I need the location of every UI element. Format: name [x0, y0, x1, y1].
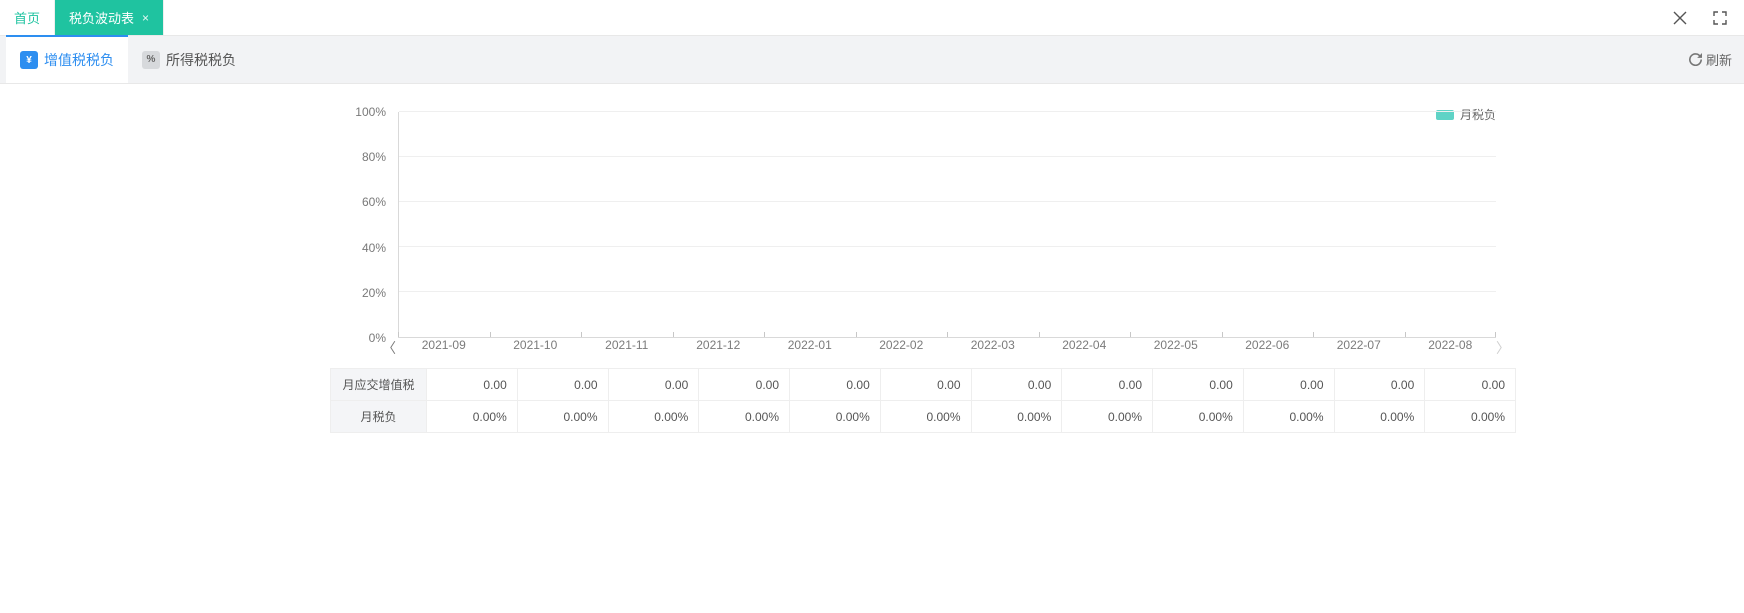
x-tick-label: 2021-09 — [398, 338, 490, 362]
table-cell: 0.00% — [1334, 401, 1425, 433]
x-tick-label: 2021-12 — [673, 338, 765, 362]
page-tabstrip: 首页 税负波动表 × — [0, 0, 1744, 36]
x-tick-label: 2022-06 — [1222, 338, 1314, 362]
table-cell: 0.00 — [1425, 369, 1516, 401]
tab-tax-fluctuation-label: 税负波动表 — [69, 8, 134, 27]
x-tick-label: 2021-11 — [581, 338, 673, 362]
x-tick-label: 2022-07 — [1313, 338, 1405, 362]
table-cell: 0.00% — [790, 401, 881, 433]
data-table: 月应交增值税0.000.000.000.000.000.000.000.000.… — [330, 368, 1516, 433]
income-tax-icon: % — [142, 51, 160, 69]
y-tick-label: 80% — [362, 150, 386, 164]
table-cell: 0.00 — [427, 369, 518, 401]
subtab-bar: ¥ 增值税税负 % 所得税税负 刷新 — [0, 36, 1744, 84]
x-tick-label: 2022-03 — [947, 338, 1039, 362]
chart-next-arrow[interactable]: 〉 — [1492, 336, 1514, 360]
tab-tax-fluctuation[interactable]: 税负波动表 × — [55, 0, 164, 35]
table-row: 月应交增值税0.000.000.000.000.000.000.000.000.… — [331, 369, 1516, 401]
chart-y-axis: 0%20%40%60%80%100% — [330, 112, 392, 338]
table-cell: 0.00 — [1334, 369, 1425, 401]
fullscreen-icon[interactable] — [1706, 4, 1734, 32]
table-cell: 0.00% — [517, 401, 608, 433]
close-icon[interactable]: × — [142, 11, 149, 25]
chart-prev-arrow[interactable]: 〈 — [378, 336, 400, 360]
table-cell: 0.00% — [1243, 401, 1334, 433]
row-header: 月税负 — [331, 401, 427, 433]
refresh-button[interactable]: 刷新 — [1689, 36, 1732, 83]
subtab-vat-label: 增值税税负 — [44, 50, 114, 70]
refresh-icon — [1689, 53, 1702, 66]
chart-plot: 0%20%40%60%80%100% 2021-092021-102021-11… — [330, 102, 1516, 362]
y-tick-label: 100% — [355, 105, 386, 119]
table-cell: 0.00% — [971, 401, 1062, 433]
x-tick-label: 2022-02 — [856, 338, 948, 362]
table-cell: 0.00 — [1153, 369, 1244, 401]
chart-panel: 月税负 0%20%40%60%80%100% 2021-092021-10202… — [0, 84, 1744, 433]
gridline — [399, 156, 1496, 157]
gridline — [399, 246, 1496, 247]
tab-home-label: 首页 — [14, 8, 40, 27]
table-cell: 0.00% — [880, 401, 971, 433]
table-cell: 0.00 — [517, 369, 608, 401]
table-cell: 0.00 — [608, 369, 699, 401]
tab-home[interactable]: 首页 — [0, 0, 55, 35]
gridline — [399, 111, 1496, 112]
table-cell: 0.00% — [1425, 401, 1516, 433]
x-tick-label: 2022-05 — [1130, 338, 1222, 362]
gridline — [399, 201, 1496, 202]
table-cell: 0.00% — [699, 401, 790, 433]
table-cell: 0.00% — [608, 401, 699, 433]
subbar-spacer — [250, 36, 1689, 83]
subtab-vat[interactable]: ¥ 增值税税负 — [6, 35, 128, 83]
table-cell: 0.00 — [971, 369, 1062, 401]
tabstrip-right — [1666, 0, 1744, 35]
x-tick-label: 2021-10 — [490, 338, 582, 362]
y-tick-label: 20% — [362, 286, 386, 300]
x-tick-label: 2022-01 — [764, 338, 856, 362]
gridline — [399, 291, 1496, 292]
table-cell: 0.00 — [1062, 369, 1153, 401]
y-tick-label: 60% — [362, 195, 386, 209]
vat-icon: ¥ — [20, 51, 38, 69]
x-tick-label: 2022-08 — [1405, 338, 1497, 362]
tabstrip-spacer — [164, 0, 1666, 35]
table-cell: 0.00% — [427, 401, 518, 433]
table-cell: 0.00 — [699, 369, 790, 401]
table-cell: 0.00 — [1243, 369, 1334, 401]
y-tick-label: 40% — [362, 241, 386, 255]
close-panel-icon[interactable] — [1666, 4, 1694, 32]
refresh-label: 刷新 — [1706, 50, 1732, 69]
table-cell: 0.00% — [1062, 401, 1153, 433]
table-cell: 0.00 — [880, 369, 971, 401]
table-cell: 0.00 — [790, 369, 881, 401]
subtab-income-tax-label: 所得税税负 — [166, 50, 236, 70]
table-cell: 0.00% — [1153, 401, 1244, 433]
x-tick-label: 2022-04 — [1039, 338, 1131, 362]
chart-plot-area — [398, 112, 1496, 338]
row-header: 月应交增值税 — [331, 369, 427, 401]
table-row: 月税负0.00%0.00%0.00%0.00%0.00%0.00%0.00%0.… — [331, 401, 1516, 433]
subtab-income-tax[interactable]: % 所得税税负 — [128, 36, 250, 83]
chart-x-axis: 2021-092021-102021-112021-122022-012022-… — [398, 338, 1496, 362]
chart-wrap: 月税负 0%20%40%60%80%100% 2021-092021-10202… — [330, 102, 1516, 362]
